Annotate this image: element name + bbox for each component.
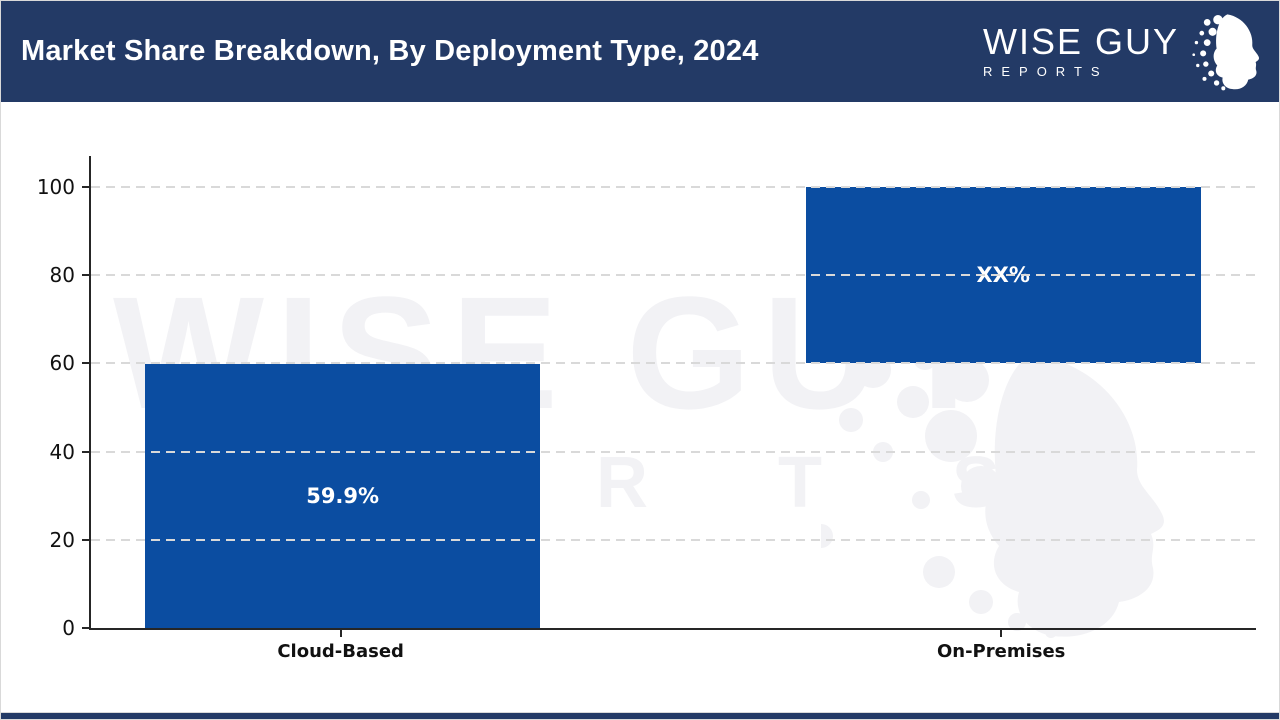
brand-subtext: REPORTS — [982, 64, 1109, 79]
x-axis-tickmarks — [89, 630, 1254, 637]
y-axis-tickmarks — [82, 156, 89, 629]
y-tick-label-0: 0 — [62, 616, 75, 640]
y-tickmark-60 — [82, 362, 89, 365]
gridline-60 — [91, 362, 1256, 365]
x-tick-label-on-premises: On-Premises — [936, 641, 1066, 662]
y-tick-label-80: 80 — [49, 263, 75, 288]
brand-logo: WISE GUY REPORTS — [983, 11, 1261, 93]
y-tickmark-40 — [82, 450, 89, 453]
x-tickmark-on-premises — [1000, 630, 1003, 637]
y-axis-labels: 0 20 40 60 80 100 — [1, 156, 75, 638]
y-tick-label-100: 100 — [36, 174, 75, 199]
gridline-100 — [91, 185, 1256, 188]
gridline-80 — [91, 274, 1256, 277]
y-tick-label-20: 20 — [49, 527, 75, 552]
y-tickmark-100 — [82, 185, 89, 188]
head-dots-logo-icon — [1192, 13, 1260, 90]
y-tick-label-40: 40 — [49, 439, 75, 464]
y-tickmark-80 — [82, 274, 89, 277]
y-tickmark-0 — [82, 627, 89, 629]
page-title: Market Share Breakdown, By Deployment Ty… — [21, 35, 759, 67]
brand-logo-text: WISE GUY REPORTS — [982, 21, 1179, 80]
x-axis-labels: Cloud-Based On-Premises — [89, 641, 1254, 665]
bar-cloud-based: 59.9% — [145, 363, 541, 628]
footer-strip — [1, 712, 1279, 719]
x-tickmark-cloud-based — [339, 630, 342, 637]
y-tickmark-20 — [82, 538, 89, 541]
gridline-20 — [91, 538, 1256, 541]
x-tick-label-cloud-based: Cloud-Based — [277, 641, 404, 662]
gridline-40 — [91, 450, 1256, 453]
y-tick-label-60: 60 — [49, 351, 75, 376]
header: Market Share Breakdown, By Deployment Ty… — [1, 1, 1279, 102]
bar-value-label-cloud-based: 59.9% — [306, 483, 380, 508]
brand-wordmark: WISE GUY — [982, 21, 1179, 62]
plot-area: 59.9% XX% — [89, 156, 1256, 630]
